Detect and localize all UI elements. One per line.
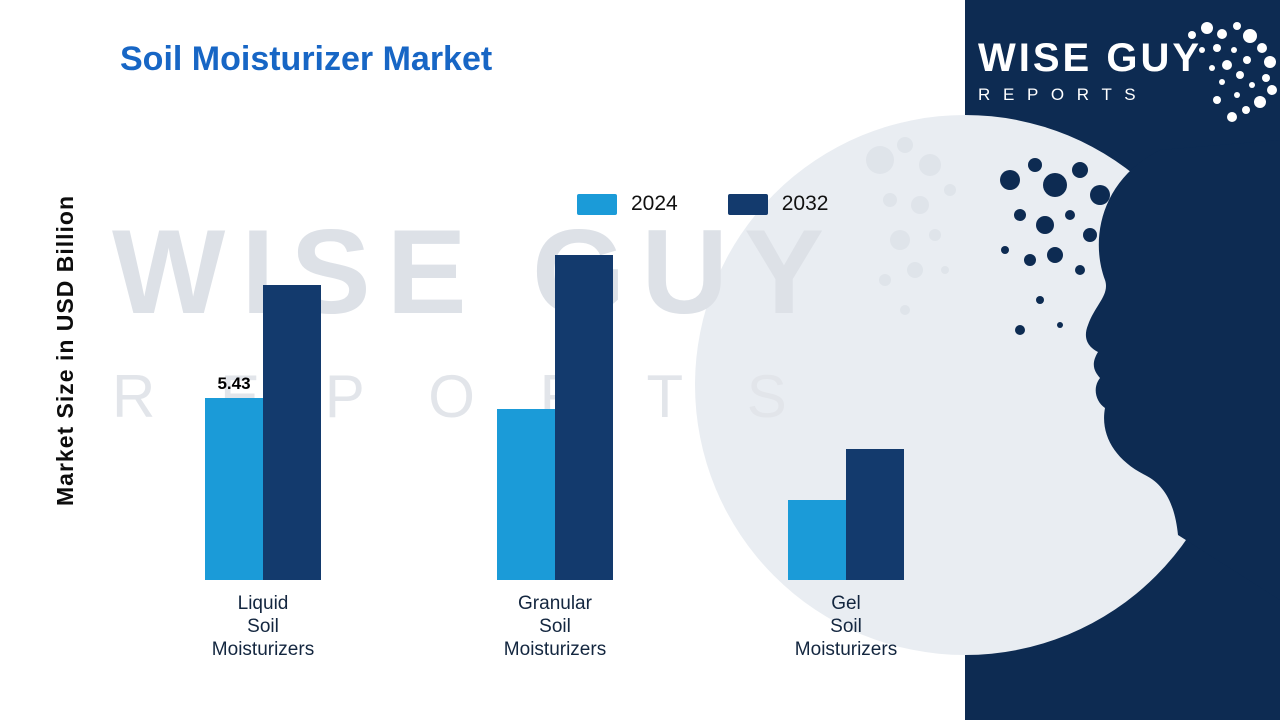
bar-2024-granular-soil-moisturizers — [497, 409, 555, 580]
gray-dots-graphic — [866, 137, 956, 315]
logo-line1: WISE GUY — [978, 36, 1203, 80]
watermark-line2: R E P O R T S — [112, 363, 811, 430]
legend-item-2024: 2024 — [577, 192, 678, 216]
face-silhouette-graphic — [1000, 140, 1280, 600]
y-axis-label: Market Size in USD Billion — [52, 195, 78, 506]
legend-item-2032: 2032 — [727, 192, 829, 216]
legend: 2024 2032 — [577, 192, 828, 216]
page-title: Soil Moisturizer Market — [120, 40, 493, 78]
legend-label-2024: 2024 — [631, 192, 678, 215]
watermark-line1: WISE GUY — [112, 205, 841, 339]
logo-line2: R E P O R T S — [978, 85, 1140, 104]
wiseguy-logo: WISE GUY R E P O R T S — [978, 38, 1202, 105]
legend-swatch-2024 — [577, 193, 617, 215]
legend-swatch-2032 — [727, 193, 768, 215]
category-label-liquid-soil-moisturizers: Liquid Soil Moisturizers — [211, 593, 315, 661]
legend-label-2032: 2032 — [781, 192, 829, 215]
category-label-granular-soil-moisturizers: Granular Soil Moisturizers — [503, 593, 607, 661]
watermark: WISE GUY R E P O R T S — [112, 212, 840, 431]
logo-head-icon — [1188, 22, 1277, 122]
